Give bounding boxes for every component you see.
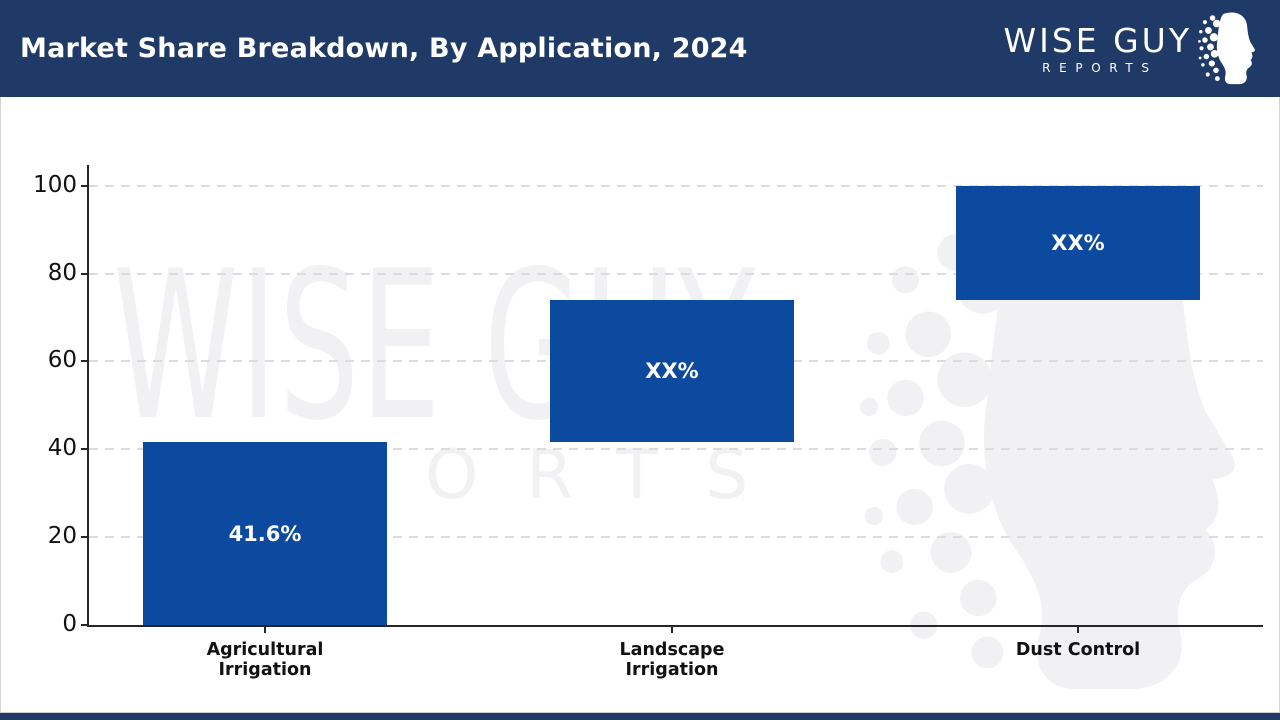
y-tick-label: 80 <box>47 259 77 286</box>
category-label-dust-control: Dust Control <box>1015 640 1141 660</box>
chart-canvas: WISE GUY REPORTS 0 20 40 60 80 100 41.6% Agricu… <box>0 97 1280 713</box>
gridline <box>89 272 1263 275</box>
gridline <box>89 448 1263 451</box>
y-tick-label: 0 <box>62 611 77 637</box>
x-axis <box>87 625 1263 627</box>
logo-wordmark: WISE GUY <box>1003 20 1192 60</box>
y-tick-mark <box>81 272 87 275</box>
logo-subtext: REPORTS <box>1042 60 1158 75</box>
y-tick-mark <box>81 184 87 187</box>
gridline <box>89 536 1263 539</box>
chart-title: Market Share Breakdown, By Application, … <box>20 33 748 64</box>
bar-value-label: 41.6% <box>228 521 302 546</box>
category-label-landscape-irrigation: Landscape Irrigation <box>619 640 725 680</box>
y-tick-label: 20 <box>47 523 77 550</box>
wiseguy-logo: WISE GUY REPORTS <box>1003 11 1258 87</box>
bar-segment-agricultural-irrigation: 41.6% <box>143 442 387 625</box>
category-label-agricultural-irrigation: Agricultural Irrigation <box>206 640 324 680</box>
x-tick-mark <box>1077 627 1079 633</box>
y-tick-label: 40 <box>47 435 77 462</box>
x-tick-mark <box>264 627 266 633</box>
header: Market Share Breakdown, By Application, … <box>0 0 1280 97</box>
bar-value-label: XX% <box>1051 230 1105 255</box>
bar-segment-landscape-irrigation: XX% <box>550 299 794 443</box>
y-tick-mark <box>81 448 87 451</box>
y-tick-mark <box>81 360 87 363</box>
y-tick-label: 60 <box>47 347 77 374</box>
y-tick-mark <box>81 624 87 626</box>
x-tick-mark <box>671 627 673 633</box>
bar-value-label: XX% <box>645 359 699 384</box>
plot-area: 0 20 40 60 80 100 41.6% Agricultural Irrigation… <box>1 97 1279 712</box>
y-axis <box>87 165 89 627</box>
y-tick-label: 100 <box>33 171 77 198</box>
wiseguy-face-icon <box>1198 11 1255 84</box>
y-tick-mark <box>81 536 87 539</box>
gridline <box>89 184 1263 187</box>
footer-bar <box>0 713 1280 720</box>
bar-segment-dust-control: XX% <box>956 185 1200 300</box>
